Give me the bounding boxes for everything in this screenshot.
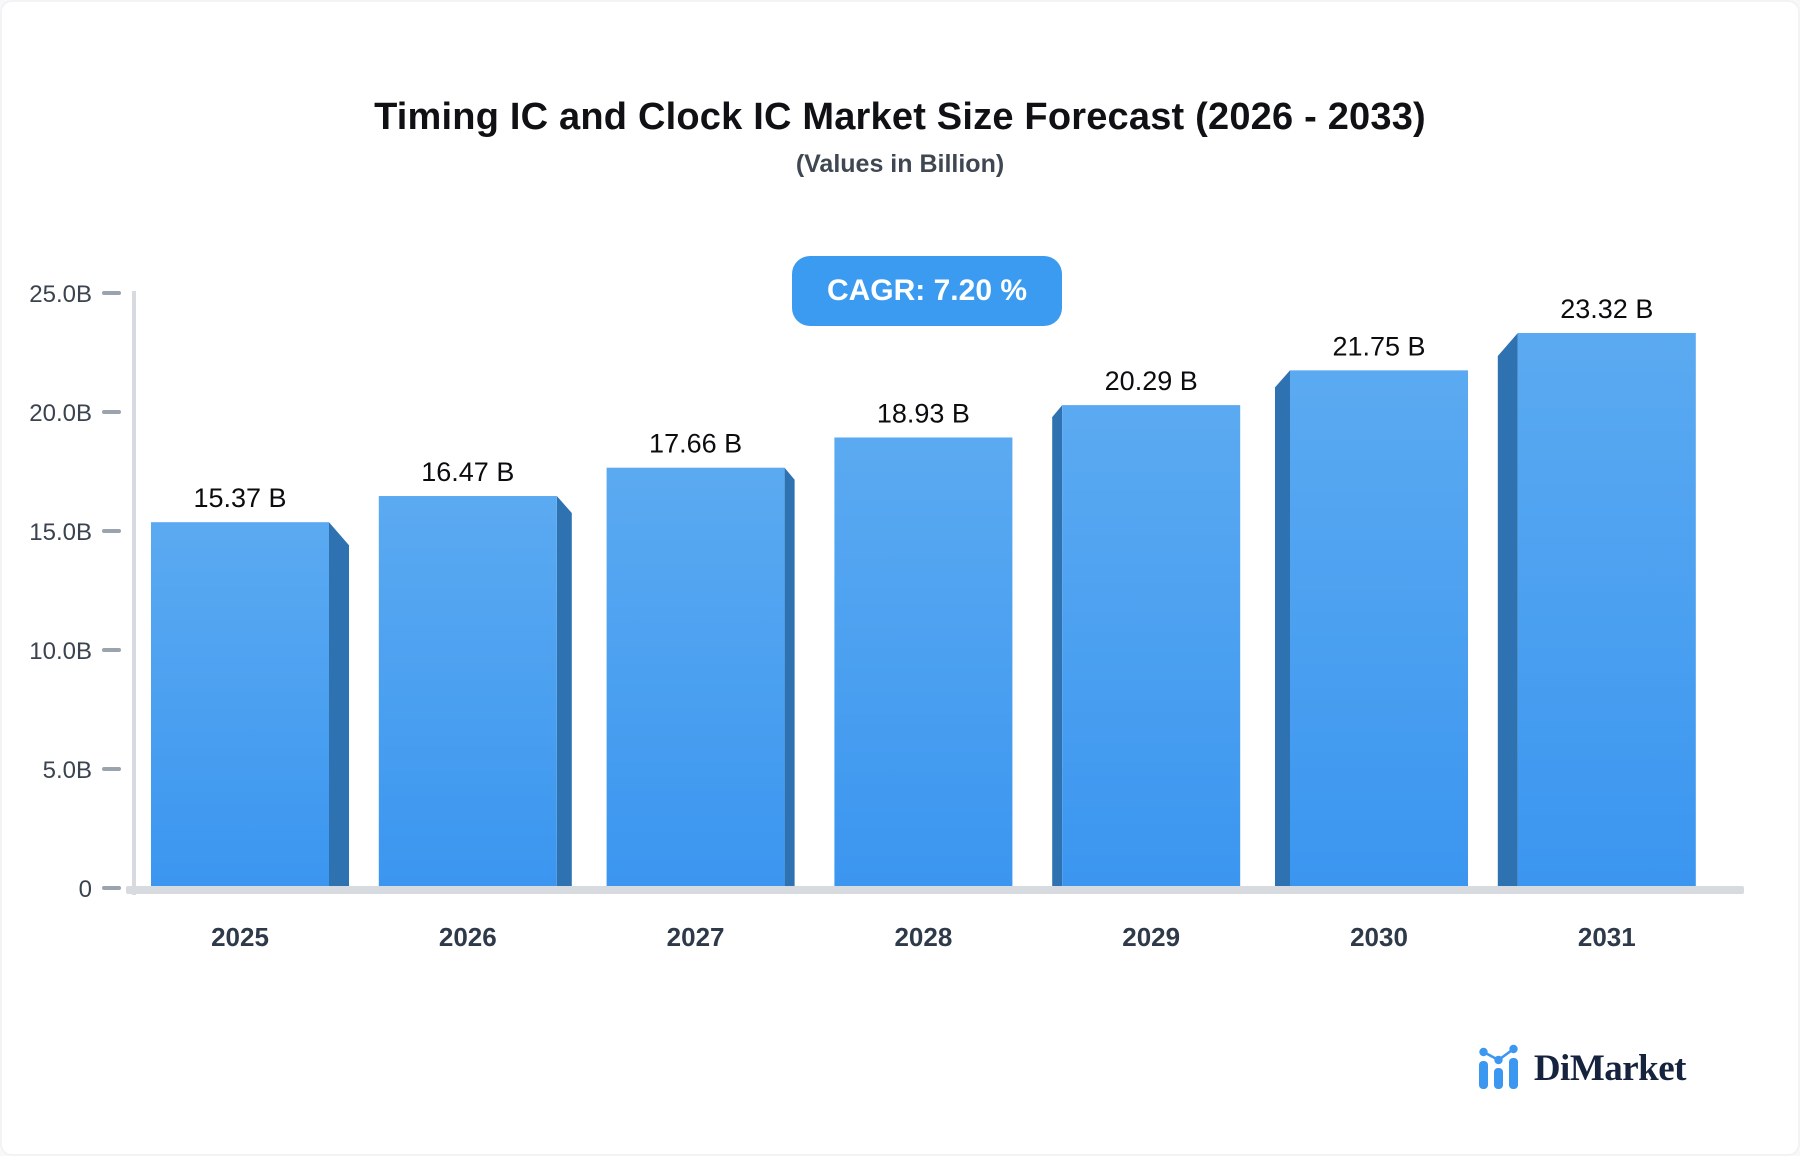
y-tick-5.0B [102,767,121,771]
x-axis-label-2029: 2029 [1122,922,1180,952]
bar-2030 [1290,370,1468,889]
bar-side-2031 [1497,332,1518,888]
y-tick-label-25.0B: 25.0B [29,281,92,308]
y-tick-label-15.0B: 15.0B [29,519,92,546]
x-axis-baseline [126,886,1744,894]
bar-2028 [834,437,1013,888]
bar-value-label-2026: 16.47 B [421,457,514,487]
y-tick-25.0B [102,291,121,295]
chart-subtitle: (Values in Billion) [795,150,1005,178]
mini-bar-chart-with-trend-dots-icon [1478,1044,1518,1089]
bar-side-2030 [1275,370,1290,889]
cagr-badge-label: CAGR: 7.20 % [826,274,1028,307]
bar-2029 [1062,405,1241,888]
bar-side-2025 [329,522,349,888]
x-axis-label-2027: 2027 [667,922,725,952]
y-axis-line [132,291,136,895]
bar-value-label-2031: 23.32 B [1560,294,1653,324]
bar-side-2029 [1052,405,1063,888]
cagr-badge: CAGR: 7.20 % [792,256,1062,326]
chart-title: Timing IC and Clock IC Market Size Forec… [374,96,1426,138]
y-tick-label-5.0B: 5.0B [43,757,92,784]
bar-value-label-2025: 15.37 B [193,483,286,513]
x-axis-label-2026: 2026 [439,922,497,952]
x-axis-label-2025: 2025 [211,922,269,952]
brand-logo: DiMarket [1476,1042,1687,1094]
x-axis-label-2031: 2031 [1578,922,1636,952]
y-tick-0 [102,886,121,890]
y-tick-10.0B [102,648,121,652]
bar-value-label-2029: 20.29 B [1105,366,1198,396]
bar-value-label-2028: 18.93 B [877,398,970,428]
bar-2025 [151,522,329,888]
y-tick-label-0: 0 [79,876,92,903]
y-tick-label-20.0B: 20.0B [29,400,92,427]
bar-2031 [1517,332,1696,888]
bar-value-label-2030: 21.75 B [1332,331,1425,361]
bar-side-2027 [784,467,795,888]
x-axis-label-2028: 2028 [894,922,952,952]
x-axis-label-2030: 2030 [1350,922,1408,952]
bar-2027 [606,467,785,888]
bar-2026 [378,496,557,888]
brand-logo-text: DiMarket [1533,1047,1687,1089]
y-tick-20.0B [102,410,121,414]
y-tick-15.0B [102,529,121,533]
bar-chart: 0 5.0B 10.0B 15.0B 20.0B 25.0B 15.37 B 2025 16.4… [29,281,1744,952]
bar-side-2026 [556,496,572,888]
y-tick-label-10.0B: 10.0B [29,638,92,665]
bar-value-label-2027: 17.66 B [649,429,742,459]
